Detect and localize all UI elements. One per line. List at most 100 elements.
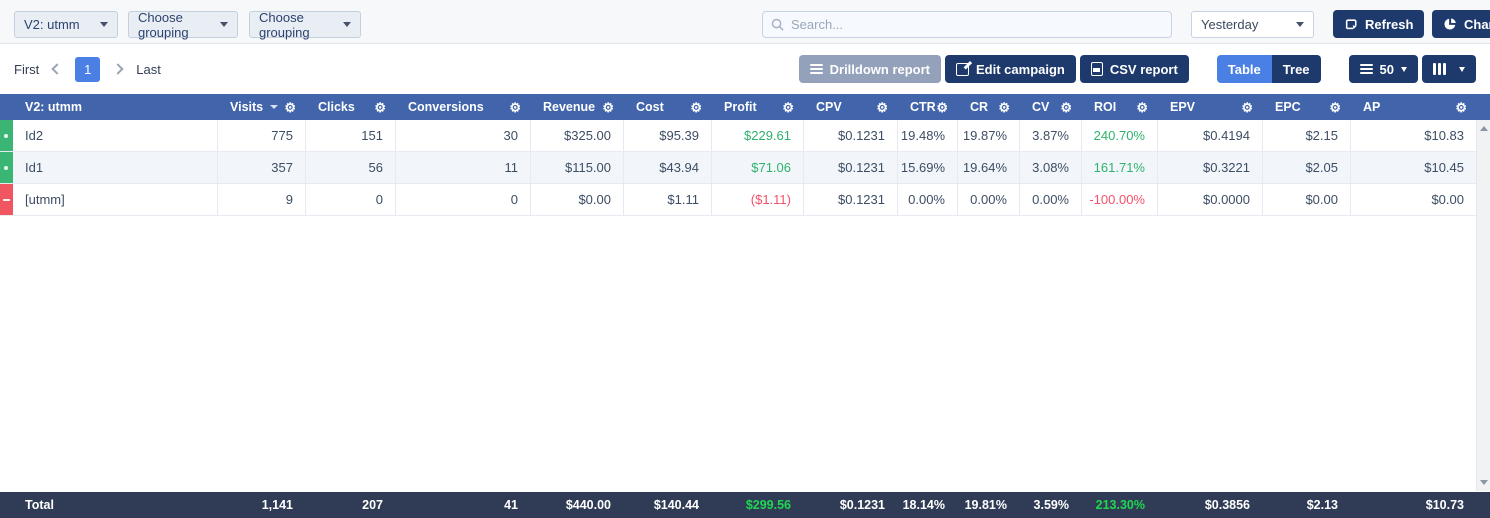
hamburger-icon: [1359, 64, 1373, 74]
scroll-down-icon[interactable]: [1480, 480, 1488, 485]
column-header-label: Profit: [724, 100, 757, 114]
variable-dropdown-label: V2: utmm: [24, 17, 80, 32]
column-settings-gear-icon[interactable]: ⚙: [690, 99, 702, 115]
scroll-up-icon[interactable]: [1480, 126, 1488, 131]
column-header-label: ROI: [1094, 100, 1117, 114]
vertical-scrollbar[interactable]: [1476, 120, 1490, 491]
column-header-label: Cost: [636, 100, 664, 114]
table-header-grid: V2: utmm Visits ⚙ Clicks ⚙ Conversions ⚙ Revenu…: [0, 94, 1476, 120]
table-row[interactable]: [utmm] 9 0 0 $0.00 $1.11 ($1.11) $0.1231 0.00% 0.…: [0, 184, 1476, 216]
date-range-label: Yesterday: [1201, 17, 1259, 32]
action-buttons: Drilldown report Edit campaign CSV repor…: [798, 55, 1490, 83]
cell-cr: 19.64%: [957, 152, 1019, 183]
column-header-label: V2: utmm: [25, 100, 82, 114]
cell-ap: $10.83: [1350, 120, 1476, 151]
total-cell-ap: $10.73: [1425, 498, 1464, 512]
cell-revenue: $0.00: [530, 184, 623, 215]
cell-ctr: 15.69%: [897, 152, 957, 183]
tree-view-button[interactable]: Tree: [1271, 55, 1321, 83]
column-header-visits[interactable]: Visits ⚙: [217, 94, 305, 120]
column-settings-gear-icon[interactable]: ⚙: [1060, 99, 1072, 115]
column-header-revenue[interactable]: Revenue ⚙: [530, 94, 623, 120]
total-cell-clicks: 207: [362, 498, 383, 512]
cell-visits: 775: [217, 120, 305, 151]
toolbar: V2: utmm Choose grouping Choose grouping…: [0, 0, 1490, 44]
column-header-label: CPV: [816, 100, 842, 114]
date-range-dropdown[interactable]: Yesterday: [1191, 11, 1314, 38]
cell-cost: $43.94: [623, 152, 711, 183]
cell-ctr: 0.00%: [897, 184, 957, 215]
pagination-last[interactable]: Last: [136, 61, 161, 77]
rows-per-page-value: 50: [1379, 61, 1394, 77]
csv-report-button[interactable]: CSV report: [1079, 55, 1189, 83]
column-settings-gear-icon[interactable]: ⚙: [998, 99, 1010, 115]
status-glyph: [4, 134, 8, 138]
column-settings-gear-icon[interactable]: ⚙: [1455, 99, 1467, 115]
grouping-dropdown-3-label: Choose grouping: [259, 9, 310, 40]
cell-visits: 9: [217, 184, 305, 215]
total-cell-cost: $140.44: [653, 498, 699, 512]
column-settings-gear-icon[interactable]: ⚙: [602, 99, 614, 115]
grouping-dropdown-2[interactable]: Choose grouping: [128, 9, 238, 40]
cell-profit: $229.61: [711, 120, 803, 151]
grouping-dropdown-3[interactable]: Choose grouping: [249, 9, 361, 40]
cell-profit: $71.06: [711, 152, 803, 183]
column-settings-gear-icon[interactable]: ⚙: [1241, 99, 1253, 115]
edit-pencil-icon: [956, 62, 970, 76]
pagination-first[interactable]: First: [14, 61, 40, 77]
total-cell-epv: $0.3856: [1204, 498, 1250, 512]
columns-dropdown[interactable]: [1422, 55, 1476, 83]
column-header-cr[interactable]: CR ⚙: [957, 94, 1019, 120]
column-header-label: EPV: [1170, 100, 1196, 114]
column-header-name[interactable]: V2: utmm: [0, 94, 217, 120]
cell-epc: $2.05: [1262, 152, 1350, 183]
column-header-cv[interactable]: CV ⚙: [1019, 94, 1081, 120]
cell-epv: $0.4194: [1157, 120, 1262, 151]
column-settings-gear-icon[interactable]: ⚙: [374, 99, 386, 115]
cell-ap: $0.00: [1350, 184, 1476, 215]
column-header-profit[interactable]: Profit ⚙: [711, 94, 803, 120]
column-settings-gear-icon[interactable]: ⚙: [1136, 99, 1148, 115]
grouping-dropdown-2-label: Choose grouping: [138, 9, 189, 40]
refresh-button[interactable]: Refresh: [1333, 10, 1425, 38]
column-header-clicks[interactable]: Clicks ⚙: [305, 94, 395, 120]
total-cell-ctr: 18.14%: [902, 498, 945, 512]
column-settings-gear-icon[interactable]: ⚙: [936, 99, 948, 115]
chevron-right-icon[interactable]: [112, 63, 124, 75]
column-header-ap[interactable]: AP ⚙: [1350, 94, 1476, 120]
cell-profit: ($1.11): [711, 184, 803, 215]
table-header: V2: utmm Visits ⚙ Clicks ⚙ Conversions ⚙ Revenu…: [0, 94, 1490, 120]
caret-down-icon: [1401, 66, 1407, 72]
column-header-ctr[interactable]: CTR ⚙: [897, 94, 957, 120]
column-header-label: Visits: [230, 100, 279, 114]
drilldown-report-button[interactable]: Drilldown report: [798, 55, 942, 83]
table-view-button[interactable]: Table: [1216, 55, 1272, 83]
column-settings-gear-icon[interactable]: ⚙: [509, 99, 521, 115]
table-row[interactable]: Id1 357 56 11 $115.00 $43.94 $71.06 $0.1231 15.6…: [0, 152, 1476, 184]
cell-clicks: 56: [305, 152, 395, 183]
column-settings-gear-icon[interactable]: ⚙: [284, 99, 296, 115]
chevron-left-icon[interactable]: [51, 63, 63, 75]
caret-down-icon: [343, 22, 351, 27]
search-input[interactable]: [791, 17, 1163, 32]
cell-cost: $1.11: [623, 184, 711, 215]
pagination-current-page[interactable]: 1: [75, 56, 101, 82]
column-header-epv[interactable]: EPV ⚙: [1157, 94, 1262, 120]
column-header-conversions[interactable]: Conversions ⚙: [395, 94, 530, 120]
chart-button[interactable]: Chart: [1432, 10, 1490, 38]
column-settings-gear-icon[interactable]: ⚙: [782, 99, 794, 115]
cell-cv: 0.00%: [1019, 184, 1081, 215]
column-header-cpv[interactable]: CPV ⚙: [803, 94, 897, 120]
edit-campaign-button[interactable]: Edit campaign: [945, 55, 1076, 83]
column-settings-gear-icon[interactable]: ⚙: [1329, 99, 1341, 115]
column-header-cost[interactable]: Cost ⚙: [623, 94, 711, 120]
column-header-roi[interactable]: ROI ⚙: [1081, 94, 1157, 120]
edit-campaign-label: Edit campaign: [976, 61, 1065, 77]
variable-dropdown[interactable]: V2: utmm: [14, 11, 118, 38]
column-settings-gear-icon[interactable]: ⚙: [876, 99, 888, 115]
cell-roi: 240.70%: [1081, 120, 1157, 151]
rows-per-page-dropdown[interactable]: 50: [1348, 55, 1418, 83]
column-header-epc[interactable]: EPC ⚙: [1262, 94, 1350, 120]
table-row[interactable]: Id2 775 151 30 $325.00 $95.39 $229.61 $0.1231 19…: [0, 120, 1476, 152]
column-header-label: Clicks: [318, 100, 355, 114]
